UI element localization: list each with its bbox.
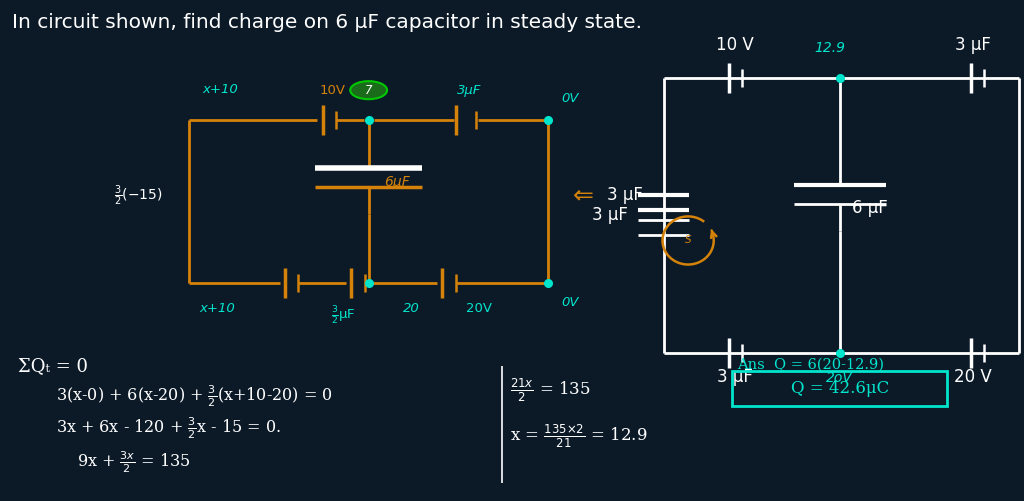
Text: 0V: 0V [561,92,579,105]
Text: S: S [685,235,691,245]
Text: 3(x-0) + 6(x-20) + $\frac{3}{2}$(x+10-20) = 0: 3(x-0) + 6(x-20) + $\frac{3}{2}$(x+10-20… [56,383,333,409]
Text: 12.9: 12.9 [814,41,845,55]
Text: 3 μF: 3 μF [717,368,754,386]
Text: Ans  Q = 6(20-12.9): Ans Q = 6(20-12.9) [737,358,885,372]
Text: 2oV: 2oV [826,371,853,385]
Text: $\frac{21x}{2}$ = 135: $\frac{21x}{2}$ = 135 [510,377,591,404]
Circle shape [350,81,387,99]
Text: 3μF: 3μF [457,84,481,97]
Text: $\frac{3}{2}$μF: $\frac{3}{2}$μF [331,305,355,327]
Text: Q = 42.6μC: Q = 42.6μC [791,380,889,397]
Text: $\frac{3}{2}(-15)$: $\frac{3}{2}(-15)$ [114,184,163,208]
Text: x+10: x+10 [200,302,234,315]
Text: x = $\frac{135×2}{21}$ = 12.9: x = $\frac{135×2}{21}$ = 12.9 [510,422,647,449]
Text: 3x + 6x - 120 + $\frac{3}{2}$x - 15 = 0.: 3x + 6x - 120 + $\frac{3}{2}$x - 15 = 0. [56,415,282,441]
Text: In circuit shown, find charge on 6 μF capacitor in steady state.: In circuit shown, find charge on 6 μF ca… [12,13,642,32]
Text: x+10: x+10 [203,83,238,96]
Text: ⇐: ⇐ [573,183,594,207]
Text: 10 V: 10 V [717,36,754,54]
Text: 9x + $\frac{3x}{2}$ = 135: 9x + $\frac{3x}{2}$ = 135 [77,449,190,475]
Text: 10V: 10V [319,84,346,97]
Text: 6μF: 6μF [384,175,410,189]
Text: 0V: 0V [561,296,579,309]
Text: 20 V: 20 V [954,368,991,386]
Text: 20V: 20V [466,302,493,315]
Text: 6 μF: 6 μF [852,199,888,217]
Text: 3 μF: 3 μF [607,186,643,204]
Text: 7: 7 [365,84,373,97]
Text: ΣQₜ = 0: ΣQₜ = 0 [18,357,88,375]
Text: 20: 20 [403,302,420,315]
Text: 3 μF: 3 μF [592,206,628,224]
Text: 3 μF: 3 μF [954,36,991,54]
